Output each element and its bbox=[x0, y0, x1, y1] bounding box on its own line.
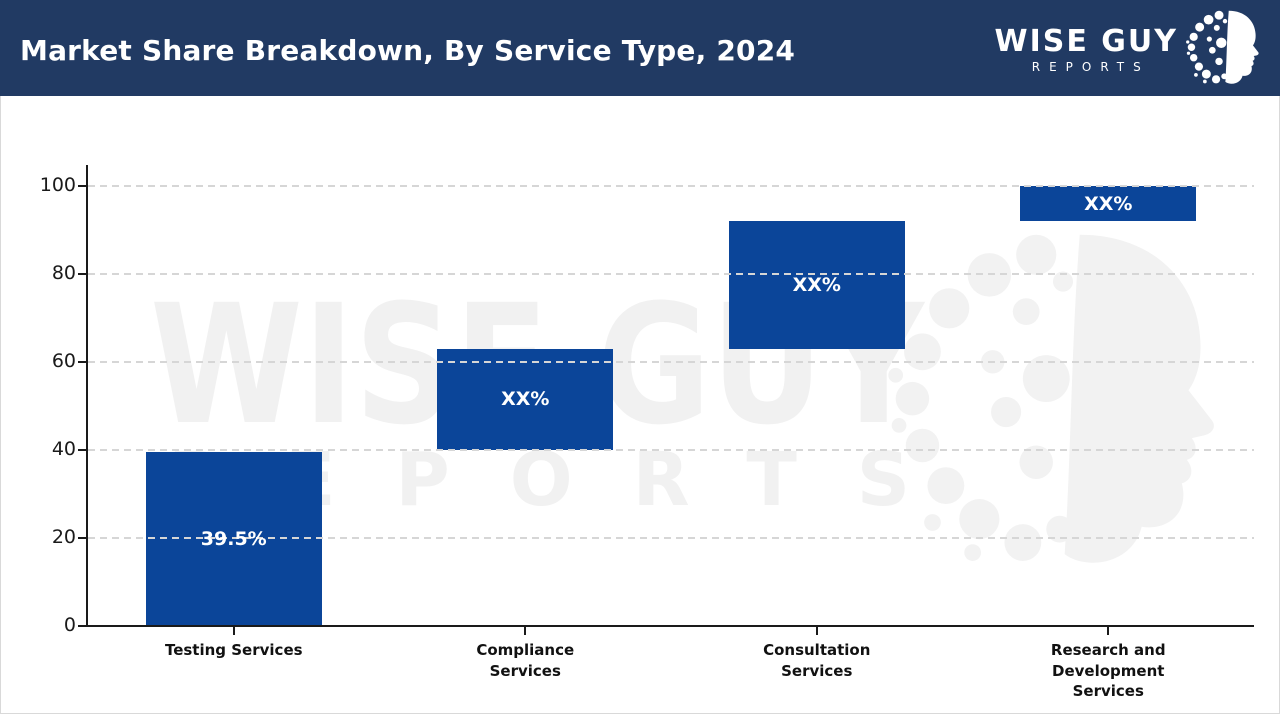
x-category-label-line: Services bbox=[781, 661, 853, 680]
brand-logo-text: WISE GUY REPORTS bbox=[994, 23, 1178, 74]
bar-value-label-4: XX% bbox=[1084, 192, 1133, 215]
x-tick-mark-4 bbox=[1107, 627, 1110, 635]
y-tick-mark-20 bbox=[78, 537, 87, 539]
x-category-label-line: Research and bbox=[1050, 641, 1166, 659]
y-tick-label-40: 40 bbox=[51, 438, 76, 460]
gridline-20 bbox=[88, 537, 1254, 539]
x-category-label-4: Research and Development Services bbox=[1051, 640, 1166, 702]
brand-head-icon bbox=[1186, 10, 1259, 84]
brand-logo-line1: WISE GUY bbox=[994, 23, 1178, 59]
x-category-label-line: Services bbox=[1072, 682, 1144, 700]
x-category-label-2: Compliance Services bbox=[476, 640, 574, 681]
y-tick-mark-80 bbox=[78, 273, 87, 275]
x-category-label-line: Development bbox=[1052, 661, 1165, 680]
page-title: Market Share Breakdown, By Service Type,… bbox=[20, 34, 796, 67]
y-tick-mark-40 bbox=[78, 449, 87, 451]
bar-1 bbox=[145, 452, 322, 626]
y-tick-label-20: 20 bbox=[51, 526, 76, 548]
bar-value-label-1: 39.5% bbox=[200, 528, 267, 551]
y-tick-mark-100 bbox=[78, 185, 87, 187]
x-tick-mark-3 bbox=[815, 627, 818, 635]
x-axis-line bbox=[86, 625, 1254, 627]
y-tick-label-0: 0 bbox=[63, 614, 76, 636]
x-tick-mark-1 bbox=[232, 627, 235, 635]
brand-logo-line2: REPORTS bbox=[1031, 59, 1150, 74]
bar-4 bbox=[1020, 186, 1197, 222]
x-category-label-line: Consultation bbox=[763, 641, 871, 659]
y-tick-label-100: 100 bbox=[39, 174, 76, 196]
y-tick-mark-60 bbox=[78, 361, 87, 363]
x-category-label-1: Testing Services bbox=[165, 640, 303, 661]
brand-logo: WISE GUY REPORTS bbox=[994, 6, 1266, 90]
y-axis-line bbox=[86, 165, 88, 627]
bar-value-label-3: XX% bbox=[792, 273, 841, 296]
y-tick-label-60: 60 bbox=[51, 350, 76, 372]
bar-value-label-2: XX% bbox=[501, 388, 550, 411]
x-category-label-line: Testing Services bbox=[164, 641, 303, 659]
gridline-40 bbox=[88, 449, 1254, 451]
x-tick-mark-2 bbox=[524, 627, 527, 635]
bar-2 bbox=[437, 348, 614, 450]
gridline-60 bbox=[88, 361, 1254, 363]
gridline-100 bbox=[88, 185, 1254, 187]
x-category-label-line: Services bbox=[489, 661, 561, 680]
x-category-label-line: Compliance bbox=[476, 641, 575, 659]
bar-3 bbox=[728, 221, 905, 349]
gridline-80 bbox=[88, 273, 1254, 275]
y-tick-mark-0 bbox=[78, 625, 87, 627]
header-bar: Market Share Breakdown, By Service Type,… bbox=[0, 0, 1280, 96]
y-tick-label-80: 80 bbox=[51, 262, 76, 284]
x-category-label-3: Consultation Services bbox=[763, 640, 870, 681]
watermark-head-icon bbox=[888, 234, 1214, 563]
